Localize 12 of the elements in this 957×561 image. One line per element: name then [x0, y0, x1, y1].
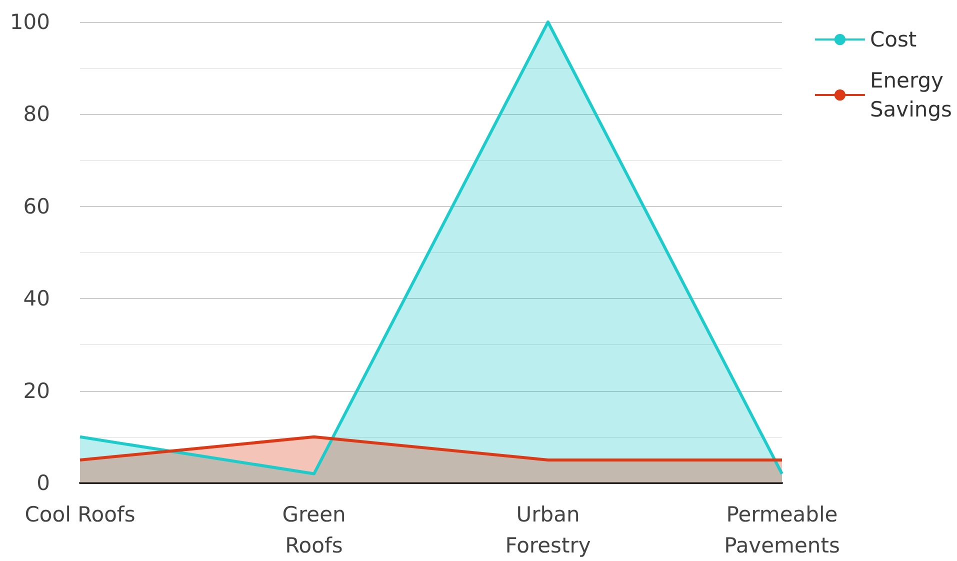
y-tick-label: 20: [23, 378, 50, 403]
x-tick-label: Cool Roofs: [24, 502, 136, 526]
x-tick-label: Green Roofs: [282, 502, 346, 558]
y-tick-label: 100: [10, 10, 50, 34]
x-tick-label: Urban Forestry: [505, 502, 591, 558]
legend-label: Cost: [870, 28, 917, 52]
y-tick-label: 0: [36, 471, 50, 495]
y-tick-label: 40: [23, 286, 50, 311]
y-tick-label: 80: [23, 102, 50, 126]
y-tick-label: 60: [23, 194, 50, 218]
legend-label: Energy Savings: [870, 68, 952, 122]
x-tick-label: Permeable Pavements: [724, 502, 840, 558]
